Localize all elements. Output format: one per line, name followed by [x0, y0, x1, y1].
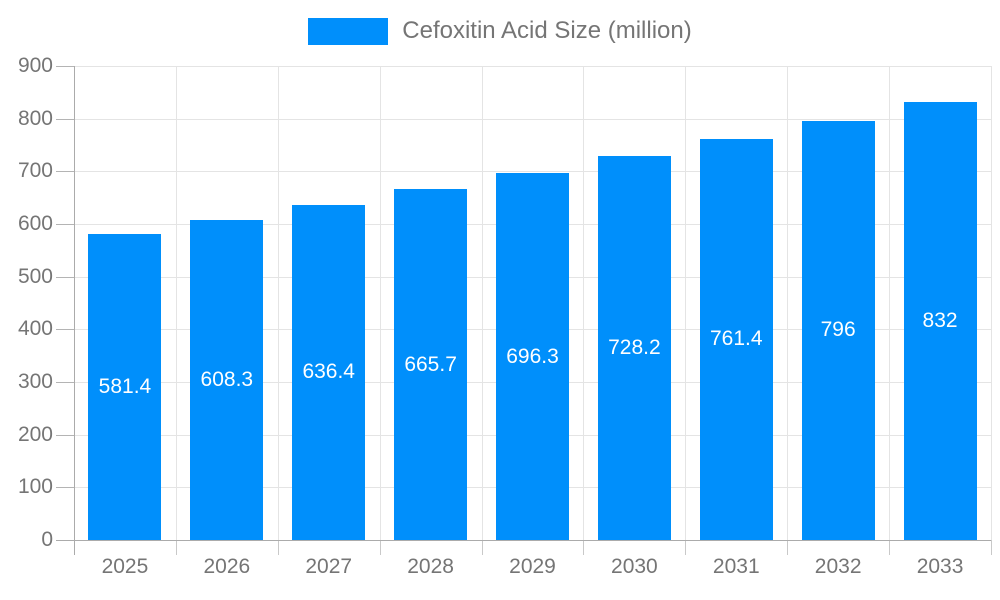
x-axis-label: 2027	[305, 555, 353, 578]
x-axis-tick	[481, 540, 483, 555]
legend[interactable]: Cefoxitin Acid Size (million)	[0, 17, 1000, 45]
y-axis-tick	[56, 276, 74, 278]
x-axis-tick	[175, 540, 177, 555]
bar-value-label: 832	[922, 308, 958, 332]
y-axis-label: 400	[17, 317, 53, 341]
x-axis-tick	[685, 540, 687, 555]
y-axis-label: 200	[17, 422, 53, 446]
bar[interactable]	[190, 219, 264, 540]
y-axis-label: 900	[17, 54, 53, 77]
x-axis-label: 2030	[611, 555, 658, 578]
bar-value-label: 636.4	[302, 360, 355, 384]
y-axis-label: 600	[17, 212, 53, 235]
x-axis-tick	[277, 540, 279, 555]
y-axis-label: 500	[17, 264, 53, 288]
gridline-vertical	[991, 66, 992, 540]
gridline-vertical	[889, 66, 891, 540]
y-axis-label: 300	[17, 370, 53, 393]
x-axis-label: 2026	[203, 555, 251, 578]
bar-value-label: 728.2	[608, 336, 661, 360]
y-axis-label: 100	[17, 475, 53, 499]
y-axis-tick	[56, 434, 74, 436]
y-axis-tick	[56, 329, 74, 331]
x-axis-tick	[787, 540, 789, 555]
y-axis-tick	[56, 118, 74, 120]
y-axis-label: 0	[41, 528, 53, 551]
y-axis-line	[74, 66, 75, 555]
bar[interactable]	[903, 101, 977, 540]
bar[interactable]	[699, 138, 773, 540]
bar[interactable]	[394, 189, 468, 540]
y-axis-tick	[56, 382, 74, 383]
y-axis-tick	[56, 171, 74, 173]
gridline-vertical	[583, 66, 585, 540]
x-axis-tick	[583, 540, 585, 555]
bar[interactable]	[597, 156, 671, 540]
bar[interactable]	[88, 233, 162, 540]
x-axis-label: 2028	[407, 555, 454, 578]
bar[interactable]	[292, 204, 366, 540]
gridline-vertical	[277, 66, 279, 540]
x-axis-tick	[991, 540, 992, 555]
legend-label: Cefoxitin Acid Size (million)	[402, 17, 692, 44]
bar-value-label: 608.3	[200, 367, 254, 391]
bar[interactable]	[801, 120, 875, 540]
gridline-horizontal	[74, 171, 991, 173]
x-axis-label: 2029	[509, 555, 556, 578]
bar-value-label: 696.3	[506, 344, 559, 368]
y-axis-tick	[56, 487, 74, 489]
y-axis-label: 700	[17, 159, 53, 183]
gridline-horizontal	[74, 118, 991, 120]
bar-value-label: 581.4	[98, 374, 152, 398]
gridline-vertical	[481, 66, 483, 540]
gridline-vertical	[787, 66, 789, 540]
bar-value-label: 796	[820, 318, 856, 342]
x-axis-label: 2031	[712, 555, 760, 578]
x-axis-label: 2033	[916, 555, 964, 578]
x-axis-line	[56, 540, 991, 541]
bar-value-label: 761.4	[709, 327, 763, 351]
legend-swatch	[308, 17, 389, 45]
gridline-vertical	[685, 66, 687, 540]
x-axis-tick	[889, 540, 891, 555]
y-axis-tick	[56, 66, 74, 67]
gridline-horizontal	[74, 66, 991, 67]
gridline-vertical	[379, 66, 381, 540]
bar-value-label: 665.7	[404, 352, 457, 376]
bar[interactable]	[496, 173, 569, 540]
x-axis-tick	[379, 540, 381, 555]
gridline-vertical	[175, 66, 177, 540]
y-axis-label: 800	[17, 106, 53, 130]
x-axis-label: 2025	[101, 555, 149, 578]
y-axis-tick	[56, 224, 74, 225]
x-axis-label: 2032	[814, 555, 862, 578]
